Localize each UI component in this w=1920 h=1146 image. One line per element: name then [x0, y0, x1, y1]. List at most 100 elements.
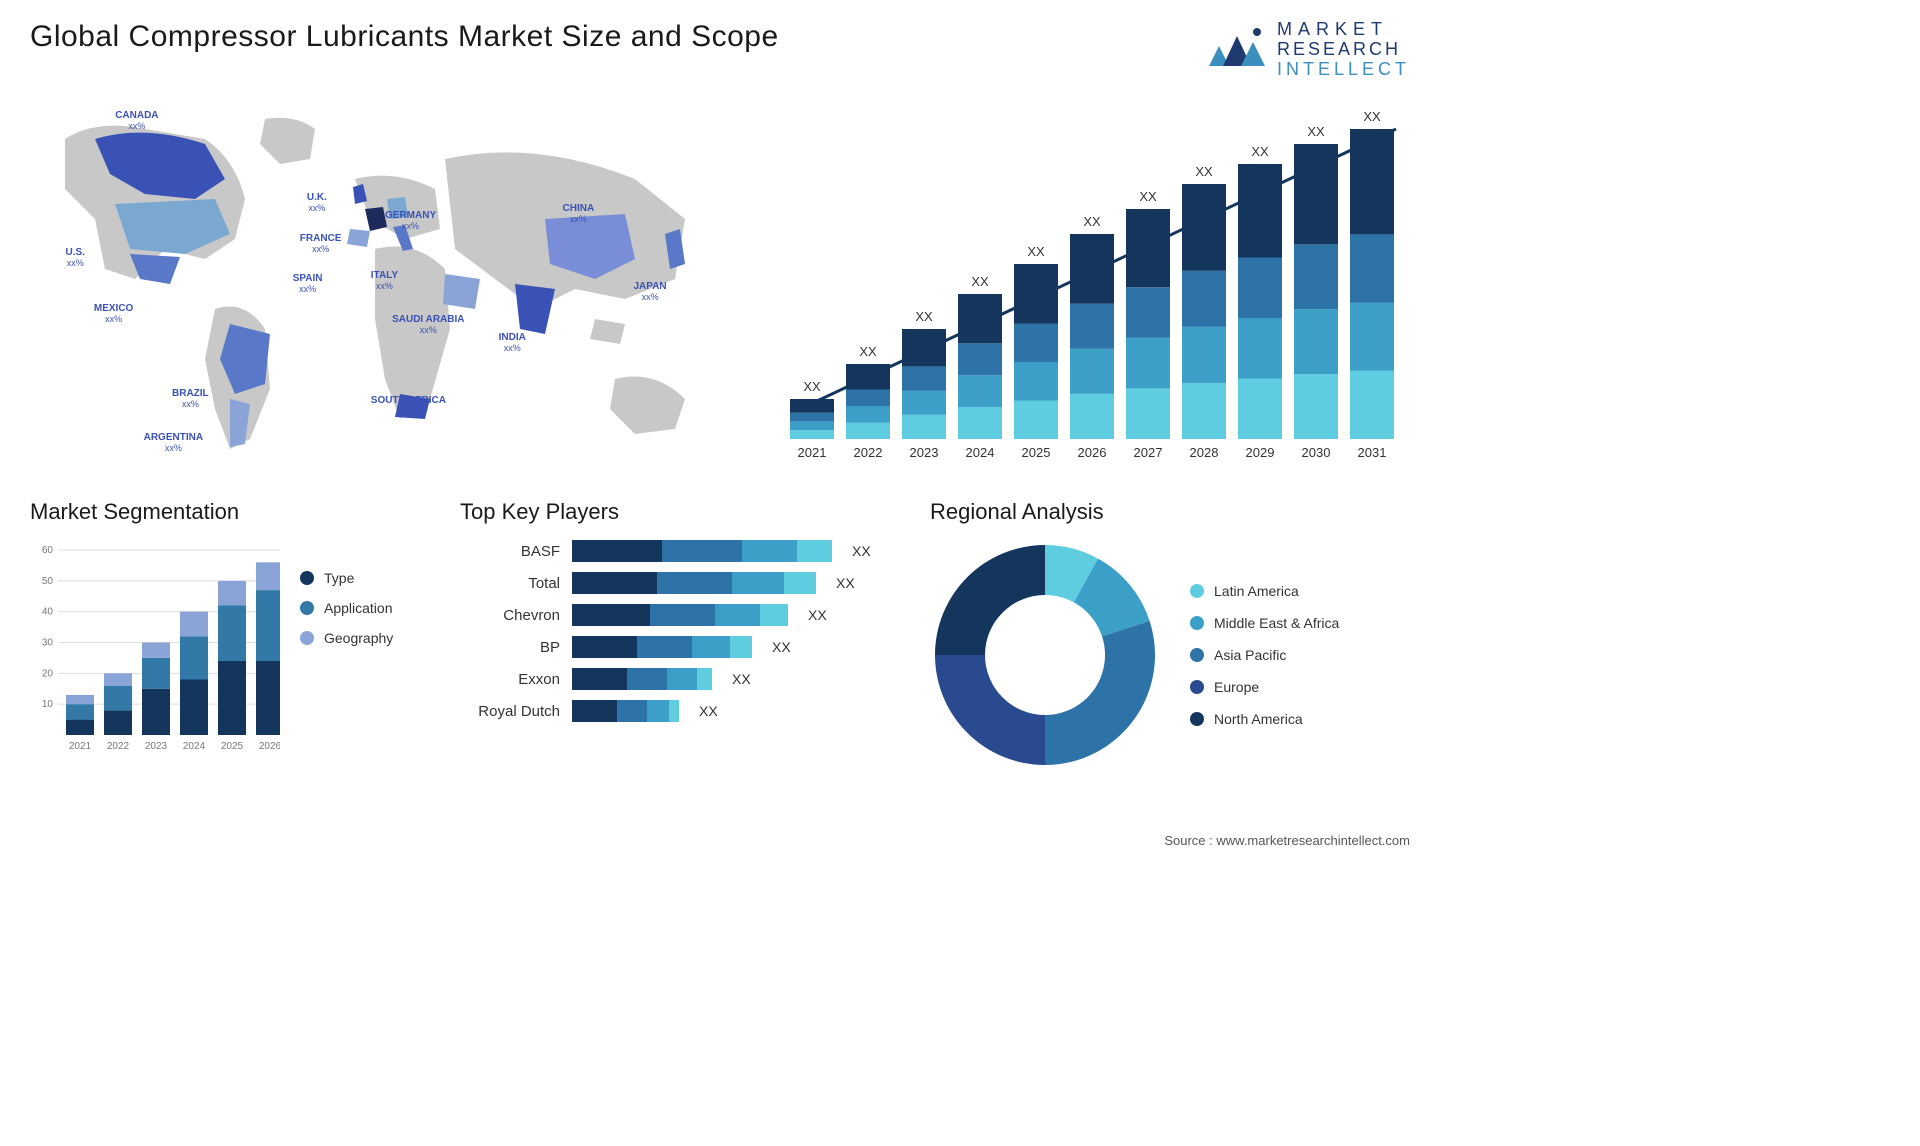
bottom-row: Market Segmentation 10 20 30 40 50 60 2021 2022…	[30, 499, 1410, 770]
player-row: Royal Dutch XX	[460, 700, 900, 722]
map-country-label: SOUTH AFRICAxx%	[371, 395, 446, 417]
svg-text:XX: XX	[1251, 144, 1269, 159]
player-bar	[572, 636, 752, 658]
segmentation-chart: 102030405060202120222023202420252026	[30, 540, 280, 760]
page-title: Global Compressor Lubricants Market Size…	[30, 20, 779, 54]
legend-item: Geography	[300, 630, 393, 646]
regional-title: Regional Analysis	[930, 499, 1410, 525]
legend-item: Latin America	[1190, 583, 1339, 599]
map-country-label: U.S.xx%	[66, 247, 85, 269]
logo-text: MARKET RESEARCH INTELLECT	[1277, 20, 1410, 79]
legend-item: Asia Pacific	[1190, 647, 1339, 663]
segmentation-panel: Market Segmentation 10 20 30 40 50 60 2021 2022…	[30, 499, 430, 770]
player-name: Exxon	[460, 671, 560, 688]
map-country-label: ARGENTINAxx%	[144, 432, 203, 454]
player-name: BP	[460, 639, 560, 656]
player-value: XX	[808, 607, 827, 623]
svg-text:2028: 2028	[1190, 445, 1219, 460]
svg-text:XX: XX	[915, 309, 933, 324]
svg-text:XX: XX	[971, 274, 989, 289]
players-chart: BASFXXTotalXXChevronXXBPXXExxonXXRoyal D…	[460, 540, 900, 722]
svg-text:2031: 2031	[1358, 445, 1387, 460]
legend-item: Middle East & Africa	[1190, 615, 1339, 631]
svg-text:XX: XX	[803, 379, 821, 394]
player-name: BASF	[460, 543, 560, 560]
player-value: XX	[836, 575, 855, 591]
svg-text:40: 40	[42, 607, 54, 618]
map-country-label: INDIAxx%	[499, 332, 526, 354]
svg-text:2026: 2026	[1078, 445, 1107, 460]
legend-item: Application	[300, 600, 393, 616]
segmentation-legend: Type Application Geography	[300, 540, 393, 760]
svg-text:2029: 2029	[1246, 445, 1275, 460]
svg-text:2026: 2026	[259, 741, 280, 752]
player-name: Royal Dutch	[460, 703, 560, 720]
svg-text:XX: XX	[1363, 109, 1381, 124]
svg-text:2021: 2021	[69, 741, 92, 752]
map-country-label: SPAINxx%	[293, 273, 323, 295]
player-value: XX	[699, 703, 718, 719]
world-map-panel: CANADAxx% U.S.xx% MEXICOxx% BRAZILxx% ARGENT…	[30, 99, 740, 469]
svg-text:2021: 2021	[798, 445, 827, 460]
svg-text:XX: XX	[1027, 244, 1045, 259]
svg-text:20: 20	[42, 669, 54, 680]
svg-text:50: 50	[42, 576, 54, 587]
player-row: Chevron XX	[460, 604, 900, 626]
player-row: BP XX	[460, 636, 900, 658]
player-value: XX	[852, 543, 871, 559]
legend-item: Type	[300, 570, 393, 586]
player-bar	[572, 604, 788, 626]
svg-text:XX: XX	[1195, 164, 1213, 179]
svg-text:2022: 2022	[107, 741, 130, 752]
growth-chart-panel: XX 2021 XX 2022 XX 2023 XX 2024 XX 2025 XX 2026 XX 20…	[770, 99, 1410, 469]
svg-text:XX: XX	[859, 344, 877, 359]
map-country-label: FRANCExx%	[300, 233, 342, 255]
svg-text:2023: 2023	[910, 445, 939, 460]
player-value: XX	[772, 639, 791, 655]
brand-logo: MARKET RESEARCH INTELLECT	[1207, 20, 1410, 79]
legend-item: Europe	[1190, 679, 1339, 695]
svg-text:2025: 2025	[1022, 445, 1051, 460]
map-country-label: BRAZILxx%	[172, 388, 209, 410]
header: Global Compressor Lubricants Market Size…	[30, 20, 1410, 79]
player-bar	[572, 572, 816, 594]
source-text: Source : www.marketresearchintellect.com	[1164, 833, 1410, 848]
svg-text:60: 60	[42, 545, 54, 556]
top-row: CANADAxx% U.S.xx% MEXICOxx% BRAZILxx% ARGENT…	[30, 99, 1410, 469]
svg-text:2025: 2025	[221, 741, 244, 752]
player-name: Chevron	[460, 607, 560, 624]
player-name: Total	[460, 575, 560, 592]
svg-text:2023: 2023	[145, 741, 168, 752]
player-row: BASF XX	[460, 540, 900, 562]
players-panel: Top Key Players BASFXXTotalXXChevronXXBP…	[460, 499, 900, 770]
player-bar	[572, 540, 832, 562]
logo-icon	[1207, 22, 1267, 77]
players-title: Top Key Players	[460, 499, 900, 525]
svg-text:2027: 2027	[1134, 445, 1163, 460]
map-country-label: JAPANxx%	[634, 281, 667, 303]
map-country-label: CHINAxx%	[563, 203, 595, 225]
player-bar	[572, 700, 679, 722]
player-bar	[572, 668, 712, 690]
segmentation-title: Market Segmentation	[30, 499, 430, 525]
player-value: XX	[732, 671, 751, 687]
player-row: Exxon XX	[460, 668, 900, 690]
svg-text:2022: 2022	[854, 445, 883, 460]
svg-text:30: 30	[42, 638, 54, 649]
legend-item: North America	[1190, 711, 1339, 727]
svg-text:10: 10	[42, 700, 54, 711]
regional-donut	[930, 540, 1160, 770]
map-country-label: ITALYxx%	[371, 270, 398, 292]
map-country-label: U.K.xx%	[307, 192, 327, 214]
regional-panel: Regional Analysis Latin America Middle Ea…	[930, 499, 1410, 770]
regional-legend: Latin America Middle East & Africa Asia Pa…	[1190, 583, 1339, 727]
map-country-label: SAUDI ARABIAxx%	[392, 314, 464, 336]
player-row: Total XX	[460, 572, 900, 594]
growth-chart: XX 2021 XX 2022 XX 2023 XX 2024 XX 2025 XX 2026 XX 20…	[770, 99, 1410, 469]
svg-text:2024: 2024	[966, 445, 995, 460]
map-country-label: GERMANYxx%	[385, 210, 436, 232]
map-country-label: CANADAxx%	[115, 110, 158, 132]
svg-text:2030: 2030	[1302, 445, 1331, 460]
map-country-label: MEXICOxx%	[94, 303, 133, 325]
svg-text:XX: XX	[1139, 189, 1157, 204]
